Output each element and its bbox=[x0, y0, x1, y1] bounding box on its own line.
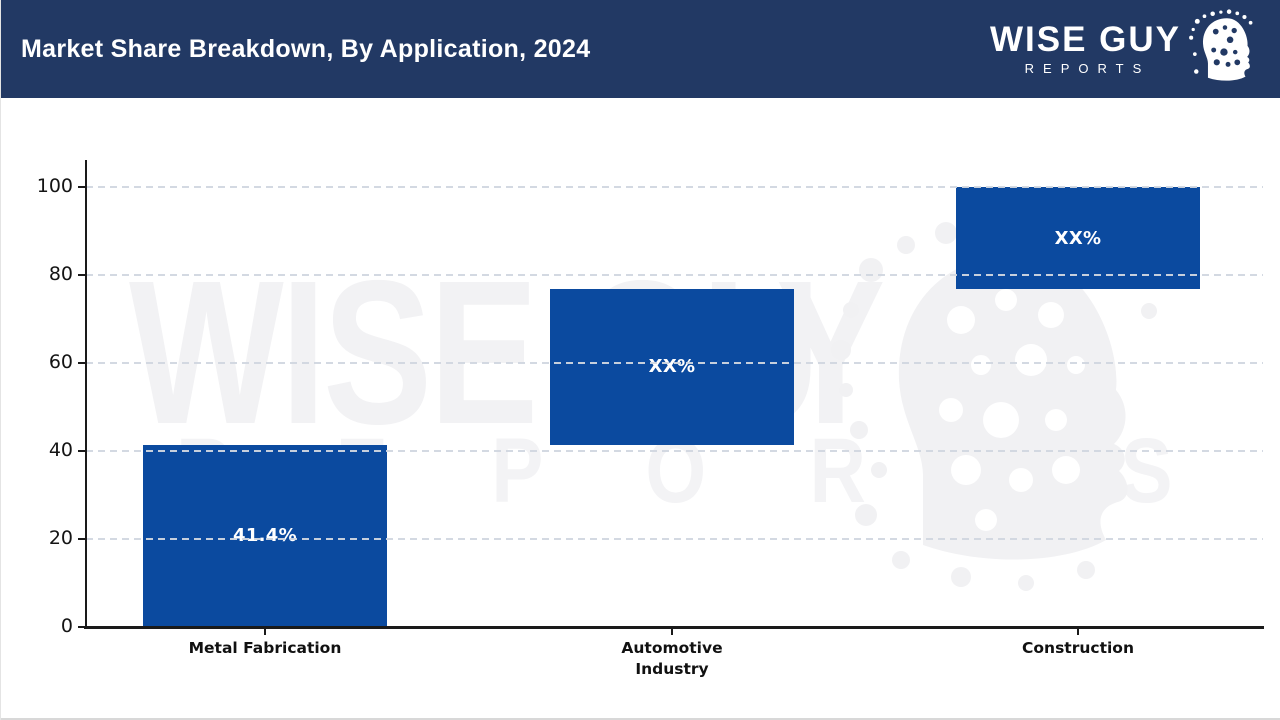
bar-value-label: 41.4% bbox=[233, 525, 297, 547]
y-axis-line bbox=[85, 160, 87, 629]
brand-name: WISE GUY bbox=[989, 20, 1181, 59]
x-tick-1 bbox=[671, 628, 673, 635]
gridline-60 bbox=[86, 362, 1263, 364]
y-tick-label-60: 60 bbox=[48, 351, 73, 373]
y-tick-0 bbox=[78, 626, 85, 628]
y-tick-label-0: 0 bbox=[60, 615, 73, 637]
brand-head-icon bbox=[1189, 9, 1253, 81]
bar-metal-fabrication: 41.4% bbox=[143, 444, 387, 627]
brand-logo: WISE GUY REPORTS bbox=[990, 7, 1280, 91]
brand-subname: REPORTS bbox=[1024, 61, 1151, 76]
bar-value-label: XX% bbox=[648, 356, 696, 378]
page-title: Market Share Breakdown, By Application, … bbox=[21, 34, 591, 63]
header-bar: Market Share Breakdown, By Application, … bbox=[1, 0, 1280, 98]
gridline-40 bbox=[86, 450, 1263, 452]
gridline-20 bbox=[86, 538, 1263, 540]
y-tick-20 bbox=[78, 538, 85, 540]
y-tick-label-40: 40 bbox=[48, 439, 73, 461]
bar-value-label: XX% bbox=[1054, 227, 1102, 249]
waterfall-chart: 41.4% XX% XX% 0 20 40 60 80 100 Metal Fabricatio… bbox=[1, 98, 1280, 718]
bar-automotive-industry: XX% bbox=[550, 289, 794, 445]
x-axis-line bbox=[84, 626, 1264, 629]
x-category-label: Construction bbox=[1022, 639, 1134, 657]
y-tick-40 bbox=[78, 450, 85, 452]
y-tick-60 bbox=[78, 362, 85, 364]
gridline-80 bbox=[86, 274, 1263, 276]
y-tick-100 bbox=[78, 186, 85, 188]
gridline-100 bbox=[86, 186, 1263, 188]
y-tick-80 bbox=[78, 274, 85, 276]
brand-logo-text: WISE GUY REPORTS bbox=[990, 22, 1181, 76]
x-tick-0 bbox=[264, 628, 266, 635]
y-tick-label-80: 80 bbox=[48, 263, 73, 285]
x-category-label: Metal Fabrication bbox=[188, 639, 342, 657]
x-tick-2 bbox=[1077, 628, 1079, 635]
y-tick-label-100: 100 bbox=[36, 175, 73, 197]
x-category-label: Automotive Industry bbox=[621, 639, 723, 678]
y-tick-label-20: 20 bbox=[48, 527, 73, 549]
